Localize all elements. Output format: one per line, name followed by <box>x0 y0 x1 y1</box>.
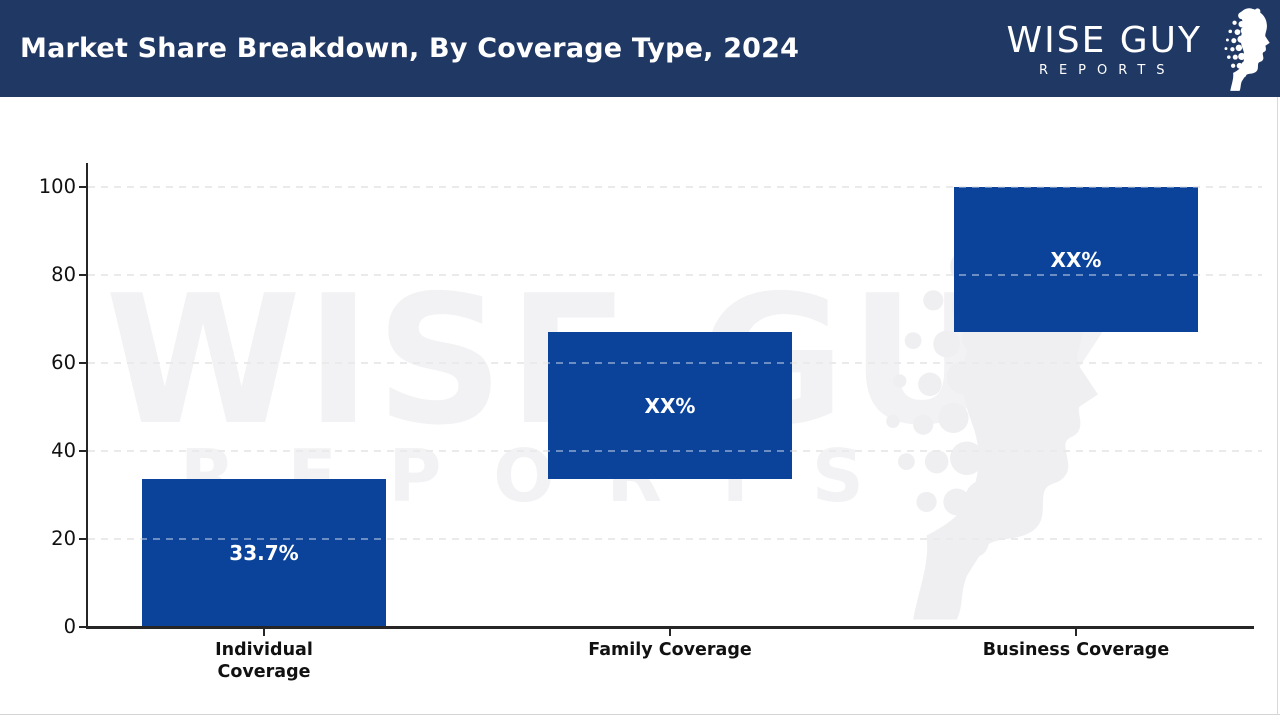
x-category-label-individual: Individual Coverage <box>215 640 313 682</box>
gridline-overlay-60 <box>88 362 1262 364</box>
card-bottom-border <box>0 714 1280 715</box>
y-tick-20 <box>79 538 87 540</box>
bar-value-label: 33.7% <box>229 541 299 565</box>
gridline-overlay-80 <box>88 274 1262 276</box>
y-tick-label-100: 100 <box>38 175 76 198</box>
logo-text: WISE GUY REPORTS <box>1006 19 1203 78</box>
card-right-border <box>1277 97 1278 715</box>
logo-wordmark: WISE GUY <box>1006 19 1202 61</box>
bar-value-label: XX% <box>644 393 696 418</box>
y-tick-60 <box>79 362 87 364</box>
bar-family-coverage: XX% <box>548 332 792 479</box>
x-tick-individual <box>263 629 265 636</box>
gridline-100 <box>88 186 1262 188</box>
bar-business-coverage: XX% <box>954 187 1198 332</box>
y-tick-label-60: 60 <box>51 351 76 374</box>
y-tick-label-40: 40 <box>51 439 76 462</box>
gridline-80 <box>88 274 1262 276</box>
y-tick-label-0: 0 <box>63 615 76 638</box>
bar-value-label: XX% <box>1050 247 1102 272</box>
y-tick-100 <box>79 186 87 188</box>
logo-face-dots-icon <box>1224 8 1270 91</box>
x-tick-business <box>1075 629 1077 636</box>
y-tick-80 <box>79 274 87 276</box>
wise-guy-reports-logo: WISE GUY REPORTS <box>1007 6 1275 94</box>
x-tick-family <box>669 629 671 636</box>
gridline-20 <box>88 538 1262 540</box>
bar-individual-coverage: 33.7% <box>142 479 386 627</box>
gridline-overlay-20 <box>88 538 1262 540</box>
gridline-overlay-40 <box>88 450 1262 452</box>
y-tick-0 <box>79 626 87 628</box>
logo-reports-text: REPORTS <box>1038 62 1176 78</box>
x-category-label-business: Business Coverage <box>982 640 1170 660</box>
y-axis-line <box>86 163 88 629</box>
page-title: Market Share Breakdown, By Coverage Type… <box>20 33 800 64</box>
header-bar: Market Share Breakdown, By Coverage Type… <box>0 0 1280 97</box>
y-tick-40 <box>79 450 87 452</box>
y-tick-label-20: 20 <box>51 527 76 550</box>
x-category-label-family: Family Coverage <box>588 640 752 660</box>
gridline-overlay-100 <box>88 186 1262 188</box>
x-axis-line <box>86 626 1254 629</box>
y-tick-label-80: 80 <box>51 263 76 286</box>
